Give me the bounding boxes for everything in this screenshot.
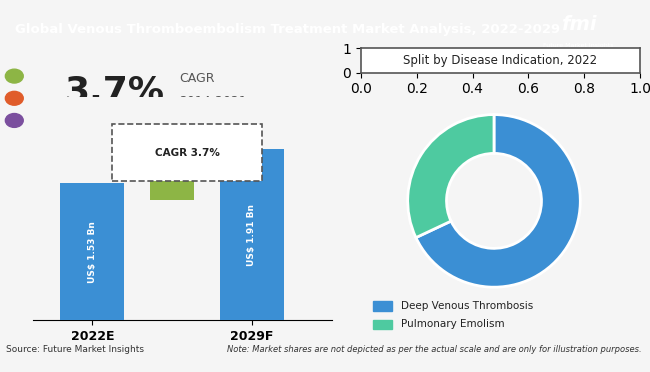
Text: CAGR: CAGR: [179, 73, 215, 86]
Text: 2014-2021: 2014-2021: [179, 94, 246, 108]
Text: US$ 1.53 Bn: US$ 1.53 Bn: [88, 221, 97, 283]
Text: Global Venous Thromboembolism Treatment Market Analysis, 2022-2029: Global Venous Thromboembolism Treatment …: [15, 23, 560, 36]
Bar: [373, 320, 393, 329]
Text: fmi: fmi: [561, 15, 596, 34]
Text: Deep Venous Thrombosis: Deep Venous Thrombosis: [400, 301, 533, 311]
Text: Split by Disease Indication, 2022: Split by Disease Indication, 2022: [404, 54, 597, 67]
Text: Note: Market shares are not depicted as per the actual scale and are only for il: Note: Market shares are not depicted as …: [227, 345, 642, 354]
Text: Future Market Insights: Future Market Insights: [543, 44, 614, 48]
Text: CAGR 3.7%: CAGR 3.7%: [155, 148, 220, 157]
Wedge shape: [416, 115, 580, 287]
Bar: [60, 183, 124, 320]
Circle shape: [5, 92, 23, 105]
Text: 3.7%: 3.7%: [64, 74, 164, 108]
Bar: [150, 166, 194, 200]
FancyBboxPatch shape: [112, 124, 262, 181]
Bar: [220, 150, 283, 320]
Text: US$ 1.91 Bn: US$ 1.91 Bn: [247, 203, 256, 266]
Text: Pulmonary Emolism: Pulmonary Emolism: [400, 320, 504, 329]
Wedge shape: [408, 115, 494, 238]
Bar: [373, 301, 393, 311]
Circle shape: [5, 113, 23, 127]
Circle shape: [5, 69, 23, 83]
Text: Source: Future Market Insights: Source: Future Market Insights: [6, 345, 144, 354]
